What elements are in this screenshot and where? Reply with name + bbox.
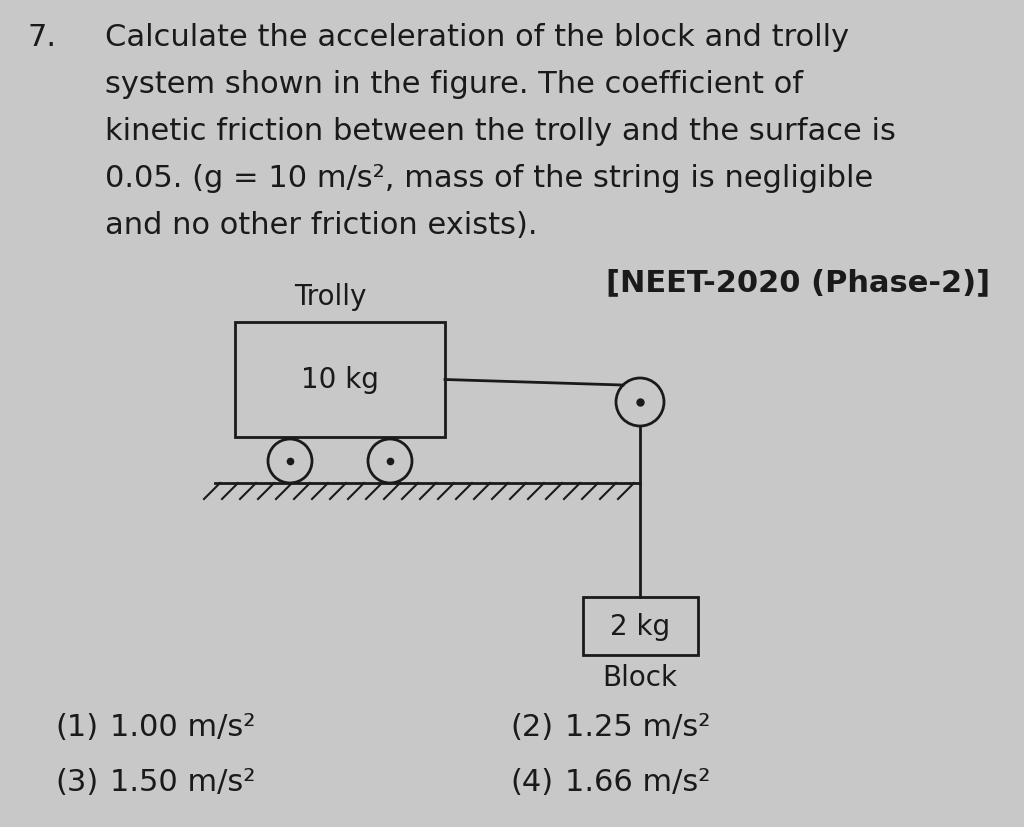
Text: 0.05. (g = 10 m/s², mass of the string is negligible: 0.05. (g = 10 m/s², mass of the string i… bbox=[105, 164, 873, 193]
Text: 1.00 m/s²: 1.00 m/s² bbox=[110, 713, 255, 742]
Bar bbox=[234, 323, 445, 437]
Text: Calculate the acceleration of the block and trolly: Calculate the acceleration of the block … bbox=[105, 23, 849, 52]
Text: [NEET-2020 (Phase-2)]: [NEET-2020 (Phase-2)] bbox=[606, 268, 990, 297]
Text: 7.: 7. bbox=[28, 23, 57, 52]
Text: 1.50 m/s²: 1.50 m/s² bbox=[110, 767, 255, 796]
Text: (3): (3) bbox=[55, 767, 98, 796]
Text: 10 kg: 10 kg bbox=[301, 366, 379, 394]
Text: (4): (4) bbox=[510, 767, 553, 796]
Text: system shown in the figure. The coefficient of: system shown in the figure. The coeffici… bbox=[105, 70, 803, 99]
Text: kinetic friction between the trolly and the surface is: kinetic friction between the trolly and … bbox=[105, 117, 896, 146]
Text: 2 kg: 2 kg bbox=[610, 612, 670, 640]
Bar bbox=[583, 597, 697, 655]
Text: Trolly: Trolly bbox=[294, 283, 367, 311]
Text: and no other friction exists).: and no other friction exists). bbox=[105, 211, 538, 240]
Text: 1.66 m/s²: 1.66 m/s² bbox=[565, 767, 711, 796]
Text: (1): (1) bbox=[55, 713, 98, 742]
Text: (2): (2) bbox=[510, 713, 553, 742]
Text: 1.25 m/s²: 1.25 m/s² bbox=[565, 713, 711, 742]
Text: Block: Block bbox=[602, 663, 678, 691]
